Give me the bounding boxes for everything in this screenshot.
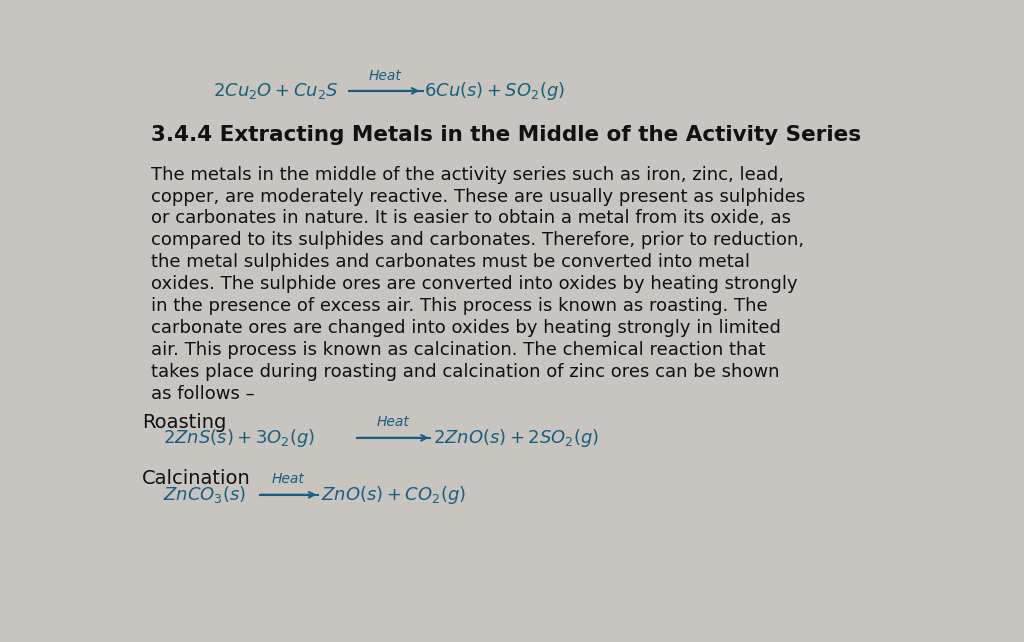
Text: carbonate ores are changed into oxides by heating strongly in limited: carbonate ores are changed into oxides b… — [152, 319, 781, 337]
Text: The metals in the middle of the activity series such as iron, zinc, lead,: The metals in the middle of the activity… — [152, 166, 784, 184]
Text: $2Cu_2O + Cu_2S$: $2Cu_2O + Cu_2S$ — [213, 81, 339, 101]
Text: Calcination: Calcination — [142, 469, 251, 487]
Text: $2ZnS(s) + 3O_2(g)$: $2ZnS(s) + 3O_2(g)$ — [163, 427, 315, 449]
Text: oxides. The sulphide ores are converted into oxides by heating strongly: oxides. The sulphide ores are converted … — [152, 275, 798, 293]
Text: Heat: Heat — [272, 473, 305, 486]
Text: $ZnO(s) + CO_2(g)$: $ZnO(s) + CO_2(g)$ — [321, 484, 466, 506]
Text: $ZnCO_3(s)$: $ZnCO_3(s)$ — [163, 484, 246, 505]
Text: takes place during roasting and calcination of zinc ores can be shown: takes place during roasting and calcinat… — [152, 363, 779, 381]
Text: in the presence of excess air. This process is known as roasting. The: in the presence of excess air. This proc… — [152, 297, 768, 315]
Text: compared to its sulphides and carbonates. Therefore, prior to reduction,: compared to its sulphides and carbonates… — [152, 231, 805, 250]
Text: the metal sulphides and carbonates must be converted into metal: the metal sulphides and carbonates must … — [152, 254, 751, 272]
Text: air. This process is known as calcination. The chemical reaction that: air. This process is known as calcinatio… — [152, 341, 766, 359]
Text: 3.4.4 Extracting Metals in the Middle of the Activity Series: 3.4.4 Extracting Metals in the Middle of… — [152, 125, 861, 145]
Text: or carbonates in nature. It is easier to obtain a metal from its oxide, as: or carbonates in nature. It is easier to… — [152, 209, 792, 227]
Text: Roasting: Roasting — [142, 413, 226, 432]
Text: copper, are moderately reactive. These are usually present as sulphides: copper, are moderately reactive. These a… — [152, 187, 806, 205]
Text: $6Cu(s) + SO_2(g)$: $6Cu(s) + SO_2(g)$ — [424, 80, 565, 102]
Text: Heat: Heat — [377, 415, 410, 429]
Text: as follows –: as follows – — [152, 385, 255, 403]
Text: $2ZnO(s) + 2SO_2(g)$: $2ZnO(s) + 2SO_2(g)$ — [433, 427, 600, 449]
Text: Heat: Heat — [369, 69, 401, 83]
